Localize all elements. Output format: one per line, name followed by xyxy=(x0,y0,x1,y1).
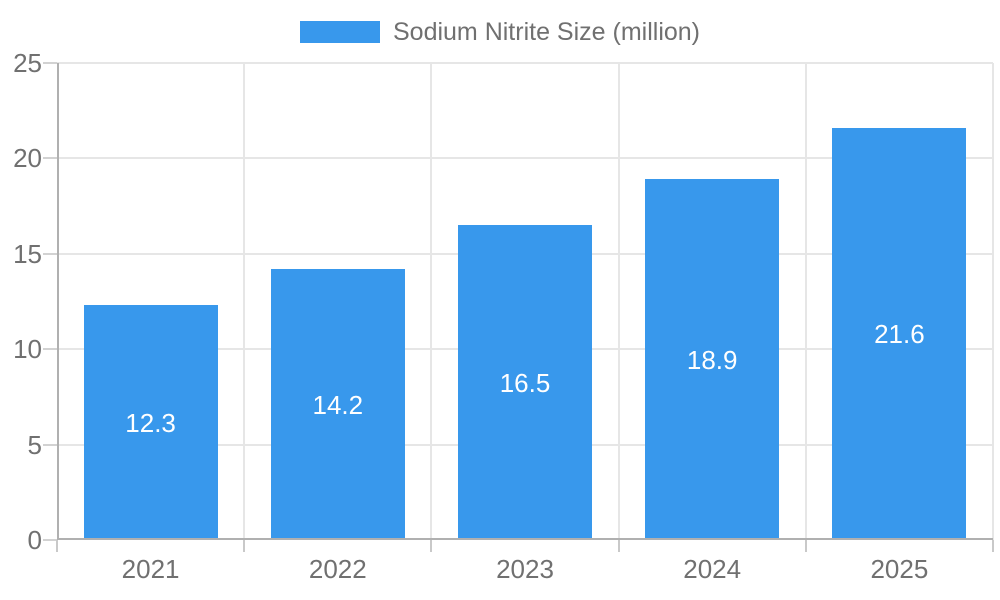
y-tick-label: 15 xyxy=(13,238,42,269)
x-tick-label: 2024 xyxy=(683,554,742,584)
legend[interactable]: Sodium Nitrite Size (million) xyxy=(0,10,1000,54)
bar-value-label: 16.5 xyxy=(499,367,551,398)
legend-swatch xyxy=(299,21,380,43)
bar-value-label: 21.6 xyxy=(874,318,925,349)
legend-label: Sodium Nitrite Size (million) xyxy=(392,17,701,46)
h-gridline xyxy=(57,62,993,64)
y-tick-label: 5 xyxy=(27,429,42,460)
v-gridline xyxy=(804,63,807,540)
y-axis-tick xyxy=(43,443,57,446)
x-tick-label: 2022 xyxy=(308,554,367,584)
x-axis-tick xyxy=(56,540,58,552)
x-axis-tick xyxy=(804,540,807,552)
y-axis-line xyxy=(57,63,59,540)
x-axis-tick xyxy=(243,540,246,552)
x-axis-tick xyxy=(430,540,433,552)
y-axis-tick xyxy=(43,252,57,255)
y-axis-tick xyxy=(43,348,57,351)
y-tick-label: 10 xyxy=(13,334,42,365)
plot-area: 12.3 14.2 16.5 18.9 21.6 xyxy=(57,62,994,540)
x-axis-line xyxy=(57,538,993,540)
bar-2021[interactable] xyxy=(83,305,218,540)
x-axis-tick xyxy=(617,540,620,552)
v-gridline xyxy=(430,63,433,540)
v-gridline xyxy=(617,63,620,540)
bar-2023[interactable] xyxy=(458,225,592,540)
y-tick-label: 25 xyxy=(13,48,42,78)
bar-value-label: 14.2 xyxy=(312,389,364,420)
x-tick-label: 2023 xyxy=(496,554,554,584)
y-axis-tick xyxy=(43,539,57,541)
y-tick-label: 20 xyxy=(13,143,42,174)
bar-2022[interactable] xyxy=(270,269,405,540)
x-tick-label: 2021 xyxy=(121,554,180,584)
x-tick-label: 2025 xyxy=(870,554,929,584)
bar-value-label: 12.3 xyxy=(125,407,176,438)
v-gridline xyxy=(992,63,994,540)
v-gridline xyxy=(243,63,246,540)
bar-2024[interactable] xyxy=(645,179,780,540)
bar-value-label: 18.9 xyxy=(686,344,738,375)
y-axis-tick xyxy=(43,157,57,160)
x-axis-tick xyxy=(992,540,994,552)
bar-2025[interactable] xyxy=(832,127,967,540)
y-axis-tick xyxy=(43,62,57,64)
h-gridline xyxy=(57,157,993,160)
y-tick-label: 0 xyxy=(27,525,42,555)
